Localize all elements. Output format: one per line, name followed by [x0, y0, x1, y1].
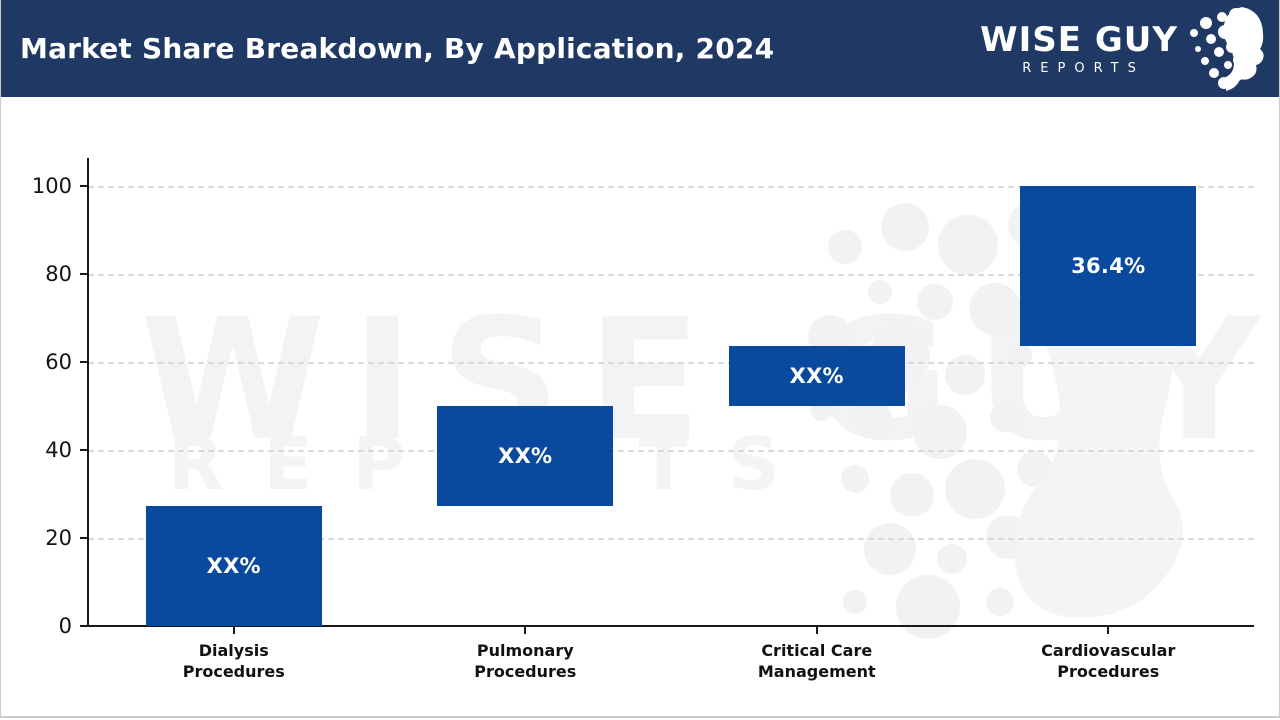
bar-dialysis-procedures: XX% [145, 505, 322, 626]
x-tick-mark-3 [1107, 626, 1110, 634]
bar-pulmonary-procedures: XX% [437, 406, 614, 506]
y-tick-label-40: 40 [45, 438, 72, 462]
bar-value-label: XX% [498, 443, 553, 468]
brand-logo: WISE GUY REPORTS [980, 5, 1266, 93]
x-category-label-2: Critical Care Management [757, 641, 876, 681]
y-tick-label-20: 20 [45, 526, 72, 550]
brand-face-icon [1190, 6, 1264, 91]
y-tick-mark-80 [80, 273, 87, 275]
x-category-label-0: Dialysis Procedures [182, 641, 285, 681]
gridline-80 [88, 274, 1254, 276]
x-axis-line [87, 625, 1254, 627]
x-tick-mark-2 [815, 626, 818, 634]
bar-value-label: XX% [789, 364, 844, 389]
bar-value-label: XX% [206, 553, 261, 578]
gridline-20 [88, 538, 1254, 540]
x-tick-mark-0 [232, 626, 235, 634]
chart-title: Market Share Breakdown, By Application, … [20, 32, 775, 65]
y-axis-line [87, 158, 89, 627]
brand-subtitle-text: REPORTS [1022, 60, 1145, 76]
x-category-label-1: Pulmonary Procedures [474, 641, 577, 681]
x-category-label-3: Cardiovascular Procedures [1041, 641, 1176, 681]
y-tick-label-100: 100 [31, 174, 72, 198]
brand-name-text: WISE GUY [980, 19, 1178, 60]
x-tick-mark-1 [524, 626, 527, 634]
y-tick-mark-0 [80, 625, 87, 627]
y-tick-label-0: 0 [58, 614, 72, 638]
gridline-60 [88, 362, 1254, 364]
y-tick-mark-20 [80, 537, 87, 539]
bar-critical-care-management: XX% [728, 346, 905, 406]
y-tick-mark-100 [80, 185, 87, 187]
y-tick-label-60: 60 [45, 350, 72, 374]
bar-value-label: 36.4% [1071, 254, 1146, 279]
y-tick-mark-40 [80, 449, 87, 451]
gridline-40 [88, 450, 1254, 452]
y-tick-label-80: 80 [45, 262, 72, 286]
chart-header: Market Share Breakdown, By Application, … [0, 0, 1280, 97]
y-tick-mark-60 [80, 361, 87, 363]
gridline-100 [88, 186, 1254, 188]
bar-cardiovascular-procedures: 36.4% [1020, 186, 1197, 347]
